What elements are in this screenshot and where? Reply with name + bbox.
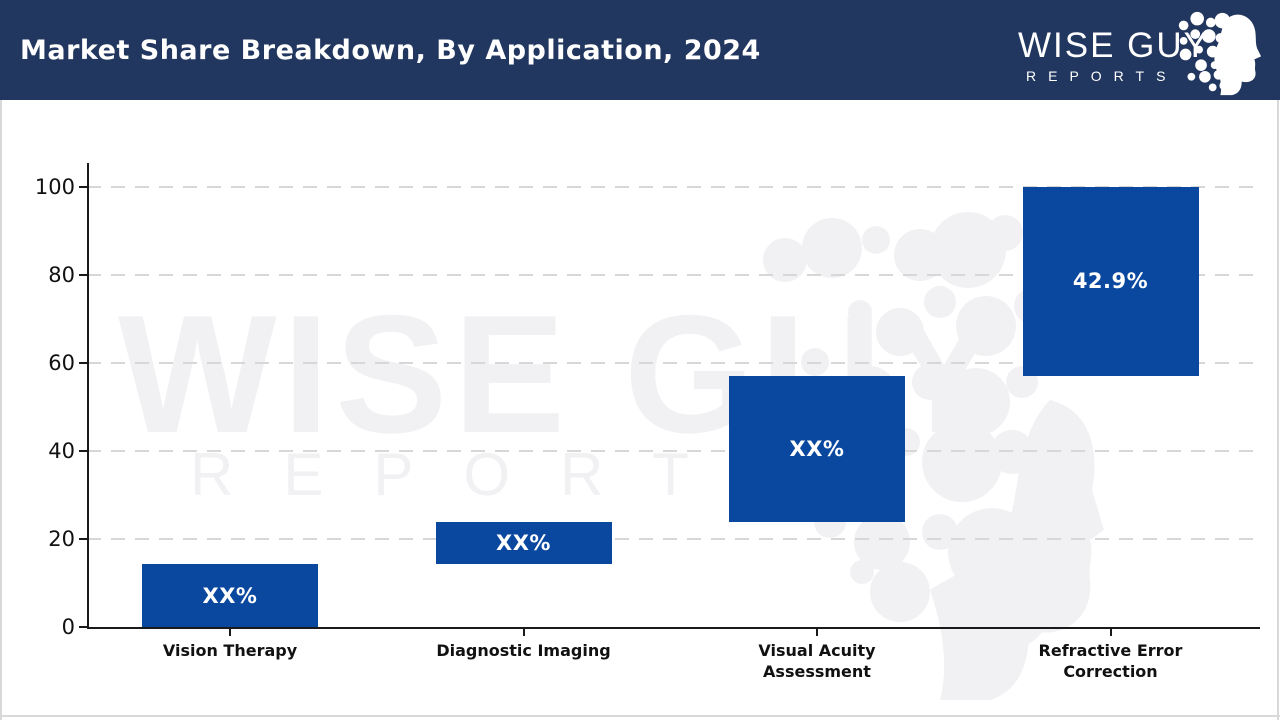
y-tick-label: 20 — [48, 527, 75, 551]
logo-tagline-text: REPORTS — [1026, 68, 1178, 84]
content-border-left — [0, 100, 2, 720]
y-tick — [79, 362, 87, 364]
watermark-tagline-text: REPORTS — [190, 441, 829, 508]
x-category-label: Refractive Error Correction — [1038, 641, 1183, 681]
content-border-bottom — [0, 715, 1280, 717]
y-tick-label: 80 — [48, 263, 75, 287]
y-tick-label: 100 — [34, 175, 75, 199]
bar-value-label: XX% — [202, 583, 258, 608]
logo-name-text: WISE GUY — [1018, 26, 1210, 65]
page-title: Market Share Breakdown, By Application, … — [20, 34, 761, 66]
wise-guy-logo: WISE GUY REPORTS — [1004, 8, 1264, 96]
bar-value-label: 42.9% — [1072, 269, 1149, 294]
x-tick — [1109, 629, 1112, 636]
x-category-label: Diagnostic Imaging — [436, 641, 611, 660]
bar-segment: XX% — [729, 375, 905, 523]
gridline-20 — [87, 538, 1260, 540]
gridline-100 — [87, 186, 1260, 188]
bar-value-label: XX% — [496, 531, 551, 556]
bar-segment: XX% — [435, 522, 612, 565]
gridline-80 — [87, 274, 1260, 276]
gridline-40 — [87, 450, 1260, 452]
y-axis-spine — [87, 163, 89, 629]
content-border-right — [1277, 100, 1279, 720]
waterfall-chart: XX% Vision Therapy XX% Diagnostic Imaging XX… — [0, 100, 1280, 720]
x-axis-spine — [87, 627, 1260, 629]
y-tick-label: 60 — [48, 351, 75, 375]
bar-segment: XX% — [142, 564, 318, 627]
bar-segment: 42.9% — [1022, 187, 1199, 376]
x-tick — [816, 629, 818, 636]
dotted-face-icon — [1178, 11, 1262, 96]
y-tick — [79, 538, 87, 540]
chart-content-area: WISE GUY REPORTS XX% Vision Therapy XX% Dia… — [0, 100, 1280, 720]
x-category-label: Vision Therapy — [162, 641, 298, 660]
x-tick — [522, 629, 525, 636]
header-banner: Market Share Breakdown, By Application, … — [0, 0, 1280, 100]
y-tick-label: 0 — [61, 615, 75, 639]
y-tick-label: 40 — [48, 439, 75, 463]
bar-value-label: XX% — [789, 437, 845, 461]
gridline-60 — [87, 362, 1260, 364]
y-tick — [79, 626, 87, 628]
y-tick — [79, 450, 87, 452]
x-category-label: Visual Acuity Assessment — [758, 641, 876, 681]
x-tick — [229, 629, 231, 636]
y-tick — [79, 186, 87, 188]
y-tick — [79, 274, 87, 276]
